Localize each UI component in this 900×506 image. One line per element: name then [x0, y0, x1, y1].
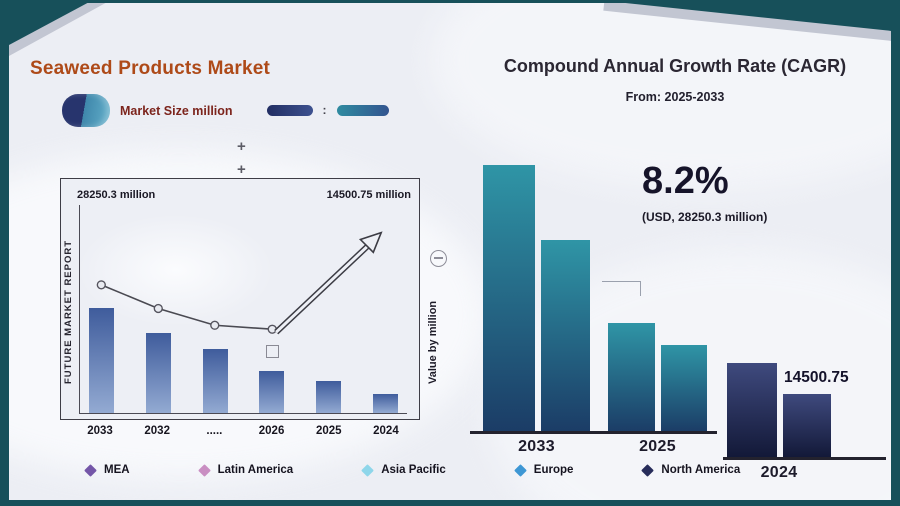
legend-label: Europe [533, 464, 574, 476]
diamond-icon [513, 463, 527, 477]
market-x-label: 2026 [258, 425, 285, 437]
market-bar-2026 [259, 371, 285, 413]
legend-item-asia-pacific: Asia Pacific [361, 463, 446, 477]
cagr-baseline-1 [470, 431, 717, 434]
left-edge-bar [0, 0, 9, 506]
market-x-label: ..... [206, 425, 223, 437]
square-decoration [266, 345, 279, 358]
market-size-legend: Market Size million : [62, 94, 389, 127]
cagr-period: From: 2025-2033 [625, 90, 725, 104]
market-x-label: 2025 [315, 425, 342, 437]
cagr-note: (USD, 28250.3 million) [642, 210, 768, 224]
market-plot [79, 205, 407, 414]
market-high-value: 28250.3 million [77, 189, 156, 201]
left-axis-label: FUTURE MARKET REPORT [63, 239, 74, 385]
market-low-value: 14500.75 million [326, 189, 411, 201]
legend-item-europe: Europe [513, 463, 574, 477]
market-x-label: 2024 [373, 425, 399, 437]
market-bar-2024 [372, 394, 398, 413]
cagr-baseline-2 [723, 457, 886, 460]
diamond-icon [641, 463, 655, 477]
legend-colon: : [322, 103, 327, 117]
market-x-labels: 2033 2032..... 2026 2025 2024 [78, 425, 408, 437]
diamond-icon [197, 463, 211, 477]
legend-label: MEA [104, 464, 130, 476]
legend-item-north-america: North America [641, 463, 741, 477]
market-size-label: Market Size million [120, 103, 233, 118]
market-size-chart: 28250.3 million 14500.75 million FUTURE … [60, 178, 420, 420]
legend-label: Latin America [217, 464, 294, 476]
top-edge-bar [0, 0, 900, 3]
diamond-icon [84, 463, 97, 477]
cylinder-icon [62, 94, 110, 127]
right-axis-label: Value by million [427, 300, 439, 384]
legend-label: Asia Pacific [381, 464, 446, 476]
cagr-title: Compound Annual Growth Rate (CAGR) [503, 56, 847, 76]
plus-icon: + [237, 138, 246, 155]
legend-pill-navy [266, 105, 313, 116]
legend-pill-teal [336, 105, 389, 116]
region-legend: MEA Latin America Asia Pacific Europe North … [84, 463, 741, 477]
market-bar-..... [202, 349, 228, 413]
market-bars [80, 205, 407, 413]
right-edge-bar [891, 0, 900, 506]
bottom-edge-bar [0, 500, 900, 506]
cagr-value-label: 14500.75 [784, 369, 849, 386]
bracket-decoration [602, 281, 641, 296]
legend-label: North America [661, 464, 741, 476]
market-bar-2025 [316, 381, 342, 413]
plus-icon: + [237, 161, 246, 178]
trend-arrow [96, 231, 383, 335]
left-chart-title: Seaweed Products Market [30, 58, 271, 79]
market-x-label: 2032 [144, 425, 170, 437]
legend-item-latin-america: Latin America [197, 463, 294, 477]
cagr-value: 8.2% [642, 160, 729, 202]
diamond-icon [361, 463, 375, 477]
circle-minus-icon [430, 250, 447, 267]
legend-item-mea: MEA [84, 463, 130, 477]
market-x-label: 2033 [87, 425, 113, 437]
market-bar-2032 [145, 333, 171, 413]
market-bar-2033 [89, 308, 114, 413]
